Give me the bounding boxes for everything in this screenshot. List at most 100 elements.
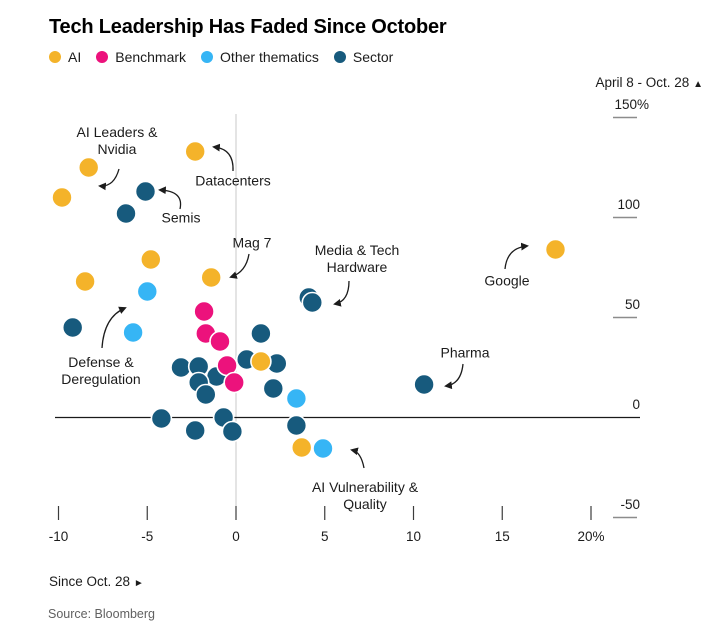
data-point-sector	[150, 407, 173, 430]
data-point-sector	[301, 291, 324, 314]
up-triangle-icon: ▲	[693, 79, 703, 90]
annotation-line: Defense &	[68, 354, 134, 370]
annotation-line: Semis	[161, 209, 201, 226]
data-point-sector	[262, 377, 285, 400]
chart-legend: AI Benchmark Other thematics Sector	[49, 49, 393, 65]
y-tick-label--50: -50	[620, 496, 640, 512]
legend-item-label: Other thematics	[220, 49, 319, 65]
right-triangle-icon: ►	[133, 578, 144, 589]
legend-item-label: Benchmark	[115, 49, 187, 65]
annotation-label-media-tech-hardware: Media & Tech Hardware	[315, 242, 400, 276]
data-point-benchmark	[223, 371, 245, 394]
annotation-label-defense-deregulation: Defense & Deregulation	[61, 354, 140, 388]
annotation-arrow-defense-deregulation	[101, 306, 127, 349]
annotation-label-ai-leaders-nvidia: AI Leaders & Nvidia	[77, 124, 158, 158]
data-point-benchmark	[209, 330, 231, 353]
legend-dot-icon	[49, 51, 61, 63]
annotation-label-pharma: Pharma	[440, 345, 489, 362]
data-point-sector	[235, 348, 258, 371]
x-axis-title: Since Oct. 28 ►	[49, 574, 144, 589]
annotation-line: Media & Tech	[314, 242, 400, 258]
x-tick-label-5: 5	[321, 529, 329, 544]
data-point-sector	[265, 352, 288, 375]
y-tick-label-50: 50	[624, 296, 640, 312]
data-point-sector	[221, 420, 244, 443]
annotation-label-google: Google	[484, 273, 529, 290]
data-point-other-thematics	[136, 280, 159, 303]
x-tick-label--5: -5	[141, 529, 154, 544]
legend-item-label: Sector	[352, 49, 394, 65]
grid-lines	[55, 114, 640, 520]
y-tick-label-100: 100	[617, 196, 640, 212]
x-tick-label--10: -10	[48, 529, 69, 544]
data-point-other-thematics	[285, 387, 308, 410]
y-tick-label-0: 0	[632, 396, 640, 412]
legend-item-other-thematics: Other thematics	[201, 49, 319, 65]
data-point-ai	[544, 238, 567, 261]
annotation-label-semis: Semis	[162, 210, 201, 227]
data-point-ai	[51, 186, 73, 209]
y-axis-title-text: April 8 - Oct. 28	[595, 75, 690, 90]
data-point-ai	[290, 436, 313, 459]
annotation-line: Datacenters	[195, 172, 271, 189]
y-tick-label-150: 150%	[614, 96, 649, 112]
source-credit: Source: Bloomberg	[48, 607, 156, 621]
legend-dot-icon	[201, 51, 214, 63]
data-point-benchmark	[216, 354, 238, 377]
data-point-sector	[61, 316, 84, 339]
data-point-benchmark	[193, 300, 215, 323]
data-point-sector	[285, 414, 308, 437]
legend-item-ai: AI	[49, 49, 81, 65]
annotation-arrow-semis	[158, 186, 182, 210]
annotation-arrow-mag-7	[229, 253, 250, 279]
data-point-ai	[77, 156, 100, 179]
legend-dot-icon	[333, 51, 346, 63]
annotation-line: Mag 7	[232, 234, 272, 251]
chart-title: Tech Leadership Has Faded Since October	[49, 16, 447, 38]
annotation-line: Hardware	[326, 259, 388, 275]
data-point-sector	[212, 406, 235, 429]
annotation-line: Nvidia	[97, 141, 137, 157]
annotation-arrow-google	[504, 242, 529, 270]
data-point-ai	[74, 270, 96, 293]
annotation-label-mag-7: Mag 7	[233, 235, 272, 252]
data-point-sector	[205, 365, 228, 388]
legend-item-benchmark: Benchmark	[96, 49, 186, 65]
data-point-sector	[195, 383, 217, 406]
data-point-benchmark	[195, 322, 217, 345]
data-point-sector	[187, 371, 210, 394]
annotation-line: Google	[484, 272, 530, 289]
annotation-line: AI Leaders &	[76, 124, 158, 140]
legend-item-label: AI	[68, 49, 82, 65]
data-point-ai	[140, 248, 162, 271]
annotation-arrow-media-tech-hardware	[333, 280, 350, 307]
x-tick-label-15: 15	[494, 529, 510, 544]
data-point-ai	[200, 266, 222, 289]
data-point-other-thematics	[312, 437, 334, 460]
data-point-ai	[184, 140, 206, 163]
data-point-sector	[134, 180, 157, 203]
annotation-line: Deregulation	[61, 371, 141, 387]
data-point-sector	[115, 202, 137, 225]
y-axis-title: April 8 - Oct. 28 ▲	[596, 75, 703, 90]
annotation-line: AI Vulnerability &	[311, 479, 419, 495]
annotation-arrow-ai-vulnerability-quality	[350, 447, 365, 469]
x-axis-title-text: Since Oct. 28	[49, 574, 131, 589]
annotation-label-datacenters: Datacenters	[195, 173, 270, 190]
annotation-line: Quality	[343, 496, 387, 512]
data-point-sector	[170, 356, 192, 379]
x-tick-label-10: 10	[405, 529, 422, 544]
data-point-ai	[250, 350, 272, 373]
annotation-arrow-datacenters	[212, 143, 234, 172]
data-point-sector	[187, 355, 210, 378]
annotation-arrow-pharma	[444, 363, 464, 390]
annotation-label-ai-vulnerability-quality: AI Vulnerability & Quality	[312, 479, 418, 513]
x-tick-label-0: 0	[232, 529, 240, 544]
annotation-line: Pharma	[440, 344, 490, 361]
data-point-sector	[297, 286, 320, 309]
data-point-sector	[250, 322, 272, 345]
data-point-other-thematics	[122, 321, 144, 344]
data-point-sector	[413, 373, 435, 396]
x-tick-label-20: 20%	[577, 529, 605, 544]
data-points	[51, 140, 567, 460]
